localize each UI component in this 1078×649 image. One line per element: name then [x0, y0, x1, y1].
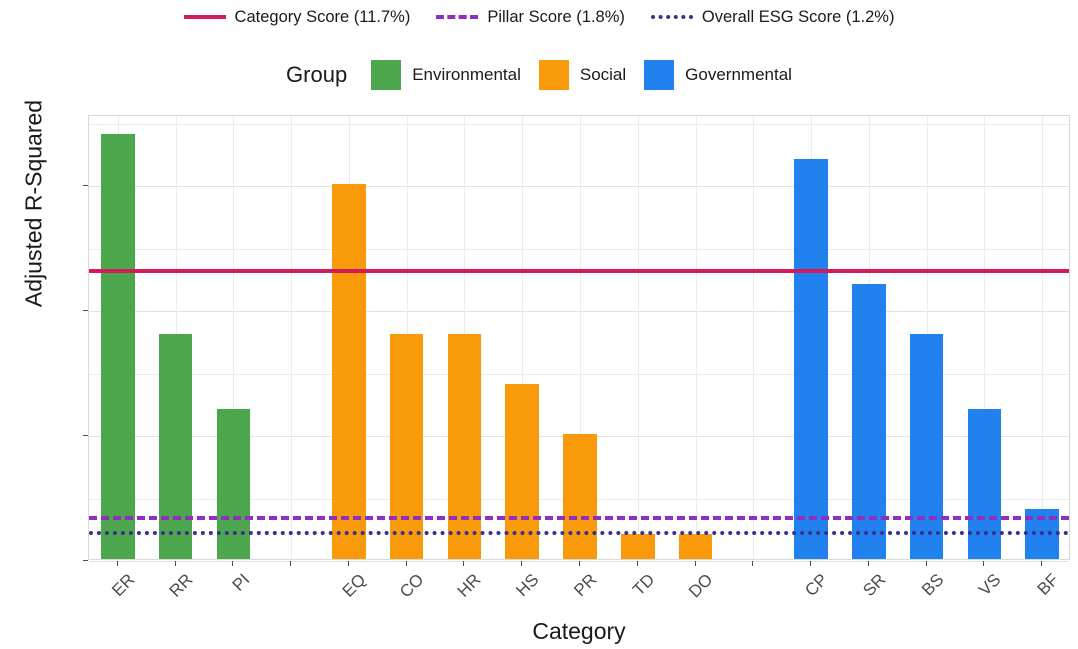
- grid-line-horizontal: [89, 123, 1069, 125]
- dotted-line-key: [650, 9, 693, 25]
- legend-label: Overall ESG Score (1.2%): [701, 7, 895, 26]
- dashed-line-key: [436, 9, 479, 25]
- grid-line-vertical: [753, 116, 755, 559]
- legend-color-swatch: [371, 60, 402, 90]
- x-axis-tick-mark: [636, 561, 638, 566]
- y-axis-title: Adjusted R-Squared: [20, 99, 47, 308]
- x-axis-tick-mark: [290, 561, 292, 566]
- legend-item-line-2: Overall ESG Score (1.2%): [650, 7, 895, 27]
- bar-bs: [909, 334, 944, 559]
- grid-line-vertical: [637, 116, 639, 559]
- x-axis-tick-mark: [579, 561, 580, 566]
- grid-line-vertical: [1042, 116, 1044, 559]
- x-axis-title: Category: [532, 618, 626, 644]
- grid-line-horizontal: [89, 248, 1069, 250]
- grid-line-vertical: [695, 116, 697, 559]
- grid-line-vertical: [580, 116, 581, 559]
- x-axis-tick-mark: [232, 561, 234, 566]
- bar-vs: [967, 409, 1002, 559]
- y-axis-tick-mark: [83, 560, 88, 561]
- plot-panel: [88, 115, 1070, 562]
- y-axis-tick-mark: [83, 435, 88, 436]
- x-axis-tick-mark: [174, 561, 176, 566]
- x-axis-tick-mark: [405, 561, 407, 566]
- x-axis-tick-mark: [694, 561, 696, 566]
- bar-cp: [794, 159, 828, 559]
- legend-item-group-2: Governmental: [644, 60, 792, 90]
- bar-hr: [447, 334, 482, 559]
- x-axis-tick-mark: [867, 561, 869, 566]
- grid-line-horizontal: [89, 186, 1069, 187]
- x-axis-tick-mark: [347, 561, 349, 566]
- bar-do: [678, 534, 713, 559]
- group-legend-title: Group: [286, 62, 348, 87]
- bar-pr: [563, 434, 597, 559]
- legend-label: Environmental: [412, 65, 521, 84]
- reference-line-overall-esg-score: [89, 531, 1069, 535]
- x-axis-tick-mark: [1041, 561, 1043, 566]
- x-axis-tick-mark: [116, 561, 118, 566]
- legend-label: Governmental: [685, 65, 792, 84]
- x-axis-tick-mark: [810, 561, 812, 566]
- bar-rr: [158, 334, 193, 559]
- grid-line-vertical: [291, 116, 293, 559]
- x-axis-tick-mark: [925, 561, 927, 566]
- legend-item-group-0: Environmental: [371, 60, 521, 90]
- bar-co: [389, 334, 424, 559]
- bar-sr: [852, 284, 886, 559]
- x-axis-tick-mark: [521, 561, 523, 566]
- grid-line-horizontal: [89, 311, 1069, 312]
- legend-color-swatch: [644, 60, 675, 90]
- legend-item-line-1: Pillar Score (1.8%): [436, 8, 625, 27]
- reference-line-pillar-score: [89, 516, 1069, 520]
- grid-line-vertical: [233, 116, 235, 559]
- x-axis-tick-mark: [983, 561, 985, 566]
- grid-line-vertical: [984, 116, 986, 559]
- group-legend: Group Environmental Social Governmental: [0, 58, 1078, 92]
- grid-line-vertical: [522, 116, 524, 559]
- legend-label: Pillar Score (1.8%): [487, 7, 625, 26]
- bar-hs: [505, 384, 539, 559]
- bar-pi: [216, 409, 251, 559]
- legend-color-swatch: [538, 60, 569, 90]
- legend-item-group-1: Social: [538, 60, 627, 90]
- bar-td: [621, 534, 655, 559]
- x-axis-tick-mark: [463, 561, 465, 566]
- y-axis-tick-mark: [83, 310, 88, 311]
- reference-line-legend: Category Score (11.7%) Pillar Score (1.8%…: [0, 4, 1078, 30]
- grid-line-horizontal: [89, 373, 1069, 375]
- bar-eq: [332, 184, 366, 559]
- legend-label: Social: [579, 65, 627, 84]
- y-axis-tick-mark: [83, 185, 88, 186]
- solid-line-key: [183, 9, 226, 25]
- bar-er: [101, 134, 135, 559]
- reference-line-category-score: [89, 268, 1069, 273]
- x-axis-tick-mark: [752, 561, 754, 566]
- legend-label: Category Score (11.7%): [234, 7, 411, 26]
- legend-item-line-0: Category Score (11.7%): [183, 7, 411, 27]
